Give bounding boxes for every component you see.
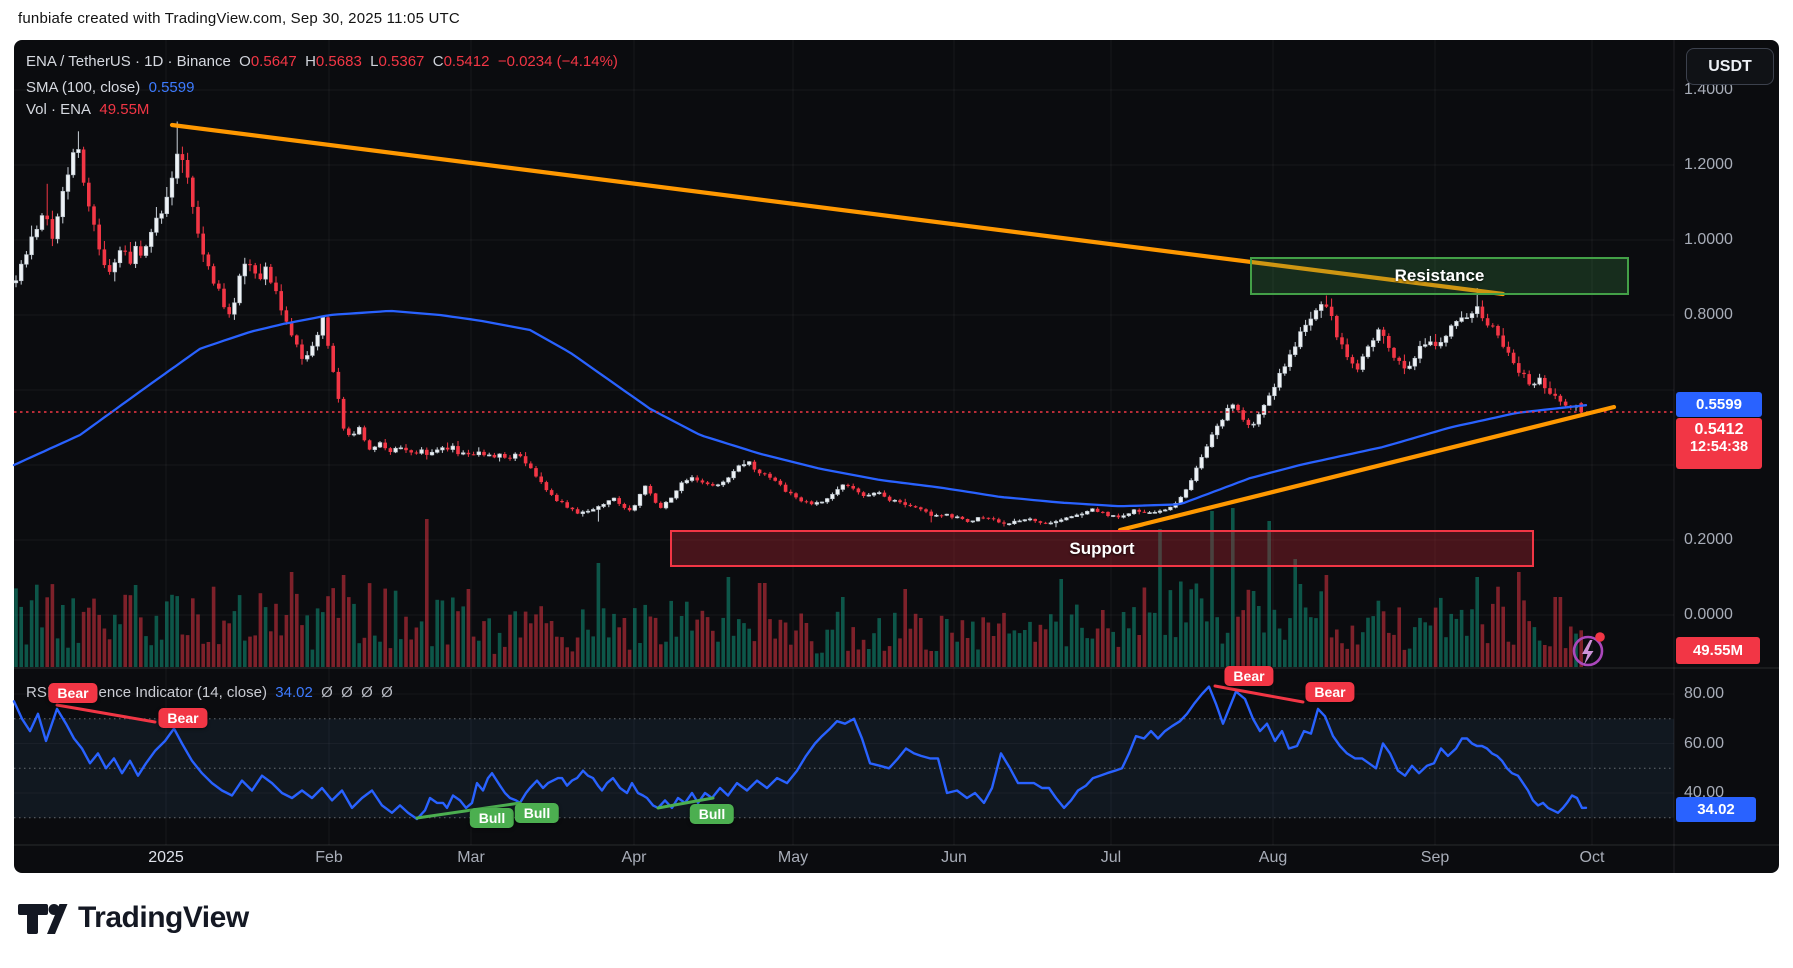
time-axis-label[interactable]: Apr: [621, 849, 647, 866]
bull-label: Bull: [469, 808, 515, 828]
bull-label: Bull: [689, 804, 735, 824]
tradingview-wordmark: TradingView: [78, 901, 249, 934]
time-axis-label[interactable]: May: [777, 849, 809, 866]
price-tick-label: 0.2000: [1684, 531, 1733, 548]
ohlc-low-value: 0.5367: [378, 53, 425, 70]
tradingview-glyph-icon: [18, 904, 68, 934]
vol-value: 49.55M: [99, 101, 150, 118]
time-axis-label[interactable]: Oct: [1579, 849, 1605, 866]
bull-label: Bull: [514, 803, 560, 823]
sma-price-badge: 0.5599: [1676, 392, 1762, 417]
ohlc-close-value: 0.5412: [443, 53, 490, 70]
symbol-title: ENA / TetherUS · 1D · Binance: [26, 53, 231, 70]
sma-value: 0.5599: [148, 79, 195, 96]
rsi-legend-zeros: Ø Ø Ø Ø: [321, 684, 393, 701]
support-zone-box[interactable]: Support: [670, 530, 1534, 567]
time-axis-label[interactable]: Mar: [457, 849, 485, 866]
price-tick-label: 1.2000: [1684, 156, 1733, 173]
change-value: −0.0234 (−4.14%): [497, 53, 618, 70]
price-tick-label: 1.4000: [1684, 81, 1733, 98]
rsi-tick-label: 60.00: [1684, 734, 1725, 752]
legend-row-sma[interactable]: SMA (100, close) 0.5599: [26, 79, 194, 96]
currency-toggle-button[interactable]: USDT: [1686, 48, 1774, 85]
price-tick-label: 0.0000: [1684, 606, 1733, 623]
ohlc-close-label: C: [432, 53, 444, 70]
attribution-text: funbiafe created with TradingView.com, S…: [18, 10, 460, 27]
price-tick-label: 1.0000: [1684, 231, 1733, 248]
bear-label: Bear: [1305, 682, 1355, 702]
last-price-badge: 0.5412 12:54:38: [1676, 418, 1762, 469]
bear-label: Bear: [158, 708, 208, 728]
tradingview-logo[interactable]: TradingView: [16, 898, 249, 938]
resistance-label: Resistance: [1394, 266, 1485, 285]
legend-row-volume[interactable]: Vol · ENA 49.55M: [26, 101, 149, 118]
rsi-tick-label: 80.00: [1684, 685, 1725, 702]
rsi-value-badge: 34.02: [1676, 797, 1756, 822]
last-price-value: 0.5412: [1694, 421, 1744, 438]
countdown-timer: 12:54:38: [1689, 439, 1749, 455]
support-label: Support: [1069, 538, 1135, 558]
rsi-tick-label: 40.00: [1684, 784, 1725, 801]
bear-label: Bear: [48, 683, 98, 703]
time-axis-label[interactable]: Jun: [941, 849, 967, 866]
bear-label: Bear: [1224, 666, 1274, 686]
time-axis-label[interactable]: Jul: [1100, 849, 1122, 866]
volume-value-badge: 49.55M: [1676, 637, 1760, 664]
price-tick-label: 0.8000: [1684, 306, 1733, 323]
ohlc-high-value: 0.5683: [315, 53, 362, 70]
ohlc-high-label: H: [305, 53, 316, 70]
vol-label: Vol · ENA: [26, 101, 92, 118]
ohlc-low-label: L: [370, 53, 379, 70]
time-axis-label[interactable]: Aug: [1258, 849, 1288, 866]
time-axis-label[interactable]: Sep: [1420, 849, 1450, 866]
chart-panel[interactable]: [14, 40, 1779, 873]
rsi-legend-value: 34.02: [275, 684, 313, 701]
resistance-zone-box[interactable]: Resistance: [1250, 257, 1629, 295]
ohlc-open-value: 0.5647: [250, 53, 297, 70]
legend-row-symbol[interactable]: ENA / TetherUS · 1D · Binance O0.5647 H0…: [26, 53, 618, 70]
time-axis-label[interactable]: 2025: [148, 849, 184, 866]
sma-label: SMA (100, close): [26, 79, 141, 96]
ohlc-open-label: O: [239, 53, 251, 70]
time-axis-label[interactable]: Feb: [315, 849, 343, 866]
